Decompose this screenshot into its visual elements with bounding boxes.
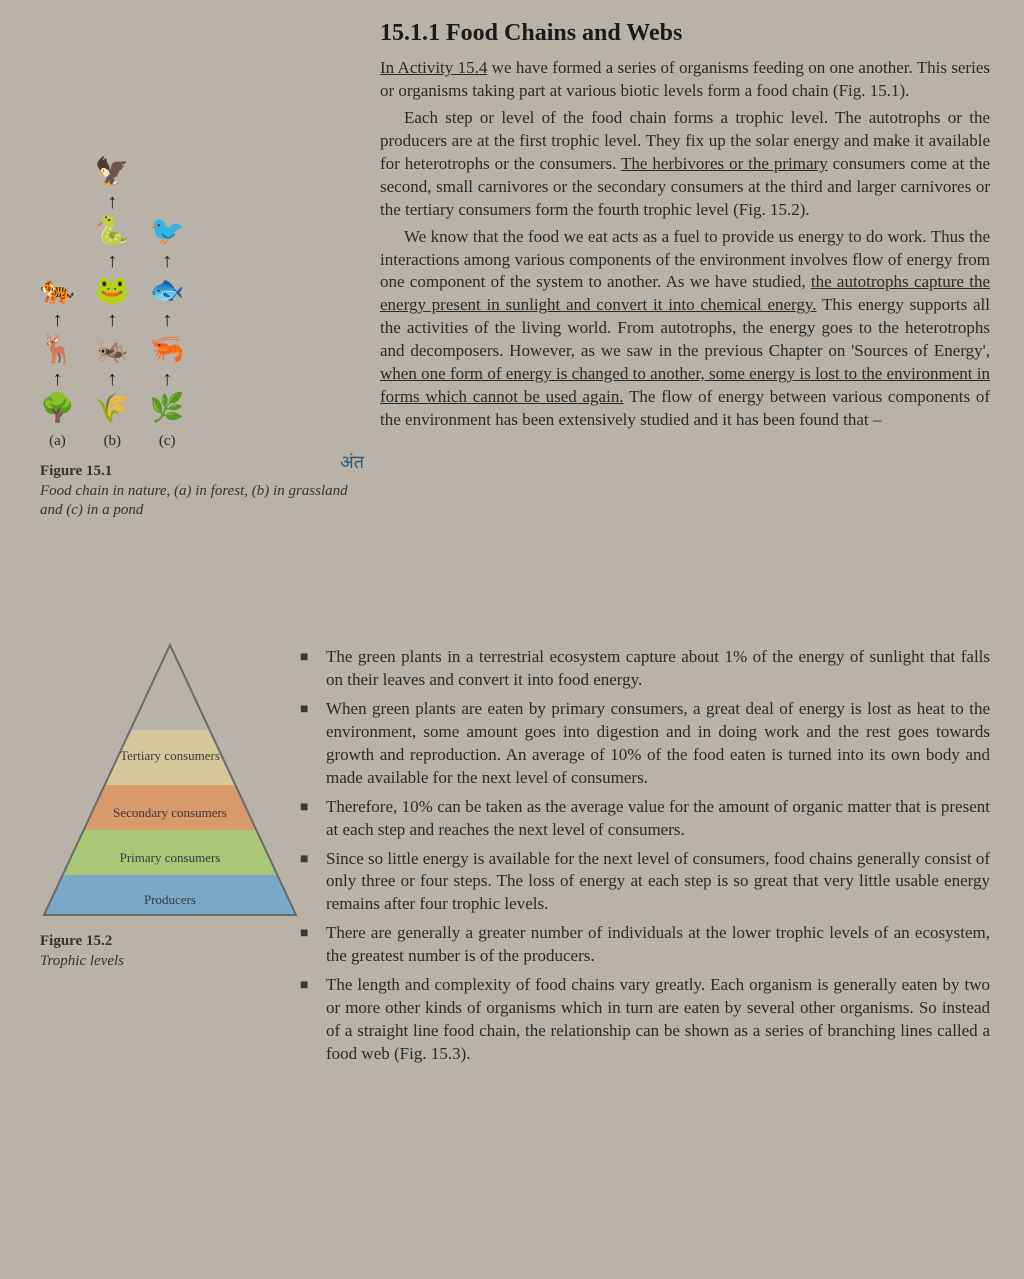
tree-icon: 🌳: [40, 395, 75, 423]
secondary-label: Secondary consumers: [40, 805, 300, 821]
list-item: ■ There are generally a greater number o…: [300, 922, 990, 968]
bullet-text-2: Therefore, 10% can be taken as the avera…: [326, 796, 990, 842]
bullet-list: ■ The green plants in a terrestrial ecos…: [300, 646, 990, 1072]
eagle-icon: 🦅: [95, 159, 130, 187]
textbook-page: 🐅 ↑ 🦌 ↑ 🌳 (a) 🦅 ↑ 🐍 ↑ 🐸 ↑ 🦗 ↑ 🌾 (b): [0, 0, 1024, 1279]
food-chain-c: 🐦 ↑ 🐟 ↑ 🦐 ↑ 🌿 (c): [150, 20, 185, 450]
arrow-up-icon: ↑: [52, 309, 62, 332]
arrow-up-icon: ↑: [162, 309, 172, 332]
tertiary-label: Tertiary consumers: [40, 748, 300, 764]
bullet-icon: ■: [300, 848, 316, 917]
snake-icon: 🐍: [95, 218, 130, 246]
figure-15-2-title: Figure 15.2: [40, 933, 112, 949]
paragraph-3: We know that the food we eat acts as a f…: [380, 226, 990, 432]
figure-15-2-text: Trophic levels: [40, 953, 124, 969]
shrimp-icon: 🦐: [150, 336, 185, 364]
bullet-icon: ■: [300, 698, 316, 790]
deer-icon: 🦌: [40, 336, 75, 364]
bullet-text-4: There are generally a greater number of …: [326, 922, 990, 968]
paragraph-1: In Activity 15.4 we have formed a series…: [380, 57, 990, 103]
food-chain-diagram: 🐅 ↑ 🦌 ↑ 🌳 (a) 🦅 ↑ 🐍 ↑ 🐸 ↑ 🦗 ↑ 🌾 (b): [40, 20, 360, 450]
figure-15-1-text: Food chain in nature, (a) in forest, (b)…: [40, 483, 348, 519]
list-item: ■ Since so little energy is available fo…: [300, 848, 990, 917]
arrow-up-icon: ↑: [52, 368, 62, 391]
arrow-up-icon: ↑: [107, 250, 117, 273]
grass-icon: 🌾: [95, 395, 130, 423]
figure-15-1-title: Figure 15.1: [40, 463, 112, 479]
primary-label: Primary consumers: [40, 850, 300, 866]
bullet-text-1: When green plants are eaten by primary c…: [326, 698, 990, 790]
frog-icon: 🐸: [95, 277, 130, 305]
bullet-text-5: The length and complexity of food chains…: [326, 974, 990, 1066]
pyramid-svg: [40, 640, 300, 920]
arrow-up-icon: ↑: [107, 191, 117, 214]
bullet-icon: ■: [300, 922, 316, 968]
trophic-pyramid-block: Tertiary consumers Secondary consumers P…: [40, 640, 300, 971]
list-item: ■ The length and complexity of food chai…: [300, 974, 990, 1066]
arrow-up-icon: ↑: [107, 368, 117, 391]
p2-b: The herbivores or the primary: [621, 154, 828, 173]
waterplant-icon: 🌿: [150, 395, 185, 423]
bullet-icon: ■: [300, 796, 316, 842]
section-heading: 15.1.1 Food Chains and Webs: [380, 20, 990, 47]
arrow-up-icon: ↑: [162, 368, 172, 391]
chain-label-a: (a): [49, 433, 66, 450]
figure-15-2-caption: Figure 15.2 Trophic levels: [40, 932, 300, 971]
list-item: ■ When green plants are eaten by primary…: [300, 698, 990, 790]
bullet-text-3: Since so little energy is available for …: [326, 848, 990, 917]
arrow-up-icon: ↑: [162, 250, 172, 273]
activity-ref: In Activity 15.4: [380, 58, 487, 77]
food-chain-b: 🦅 ↑ 🐍 ↑ 🐸 ↑ 🦗 ↑ 🌾 (b): [95, 20, 130, 450]
paragraph-2: Each step or level of the food chain for…: [380, 107, 990, 222]
trophic-pyramid: Tertiary consumers Secondary consumers P…: [40, 640, 300, 920]
producers-label: Producers: [40, 892, 300, 908]
food-chain-a: 🐅 ↑ 🦌 ↑ 🌳 (a): [40, 20, 75, 450]
figure-15-1-caption: Figure 15.1 Food chain in nature, (a) in…: [40, 462, 360, 521]
chain-label-b: (b): [104, 433, 122, 450]
bullet-icon: ■: [300, 974, 316, 1066]
chain-label-c: (c): [159, 433, 176, 450]
insect-icon: 🦗: [95, 336, 130, 364]
heron-icon: 🐦: [150, 218, 185, 246]
right-column: 15.1.1 Food Chains and Webs In Activity …: [380, 20, 990, 436]
list-item: ■ Therefore, 10% can be taken as the ave…: [300, 796, 990, 842]
list-item: ■ The green plants in a terrestrial ecos…: [300, 646, 990, 692]
tiger-icon: 🐅: [40, 277, 75, 305]
bullet-icon: ■: [300, 646, 316, 692]
bullet-text-0: The green plants in a terrestrial ecosys…: [326, 646, 990, 692]
arrow-up-icon: ↑: [107, 309, 117, 332]
handwritten-annotation: अंत: [340, 450, 364, 474]
left-column: 🐅 ↑ 🦌 ↑ 🌳 (a) 🦅 ↑ 🐍 ↑ 🐸 ↑ 🦗 ↑ 🌾 (b): [40, 20, 360, 521]
fish-icon: 🐟: [150, 277, 185, 305]
